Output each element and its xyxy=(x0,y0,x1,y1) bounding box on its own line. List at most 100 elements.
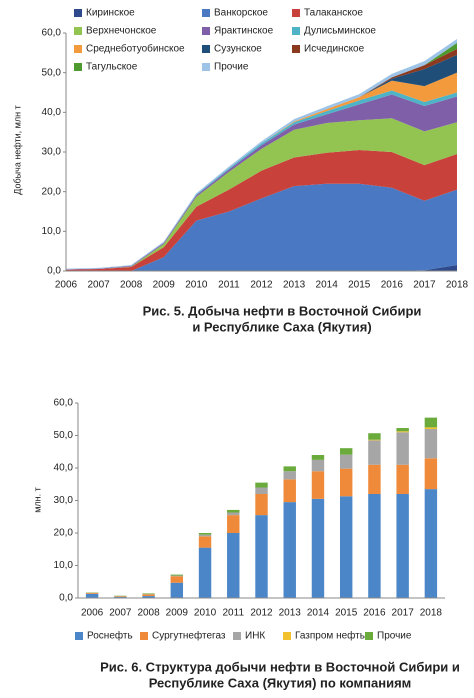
y-tick-label: 10,0 xyxy=(54,560,74,571)
bar-segment xyxy=(170,575,184,577)
x-tick-label: 2013 xyxy=(283,280,306,291)
x-tick-label: 2014 xyxy=(307,608,330,619)
bar-segment xyxy=(85,593,99,598)
x-tick-label: 2009 xyxy=(166,608,189,619)
bar-segment xyxy=(396,464,409,494)
bar-segment xyxy=(368,494,381,598)
bar-segment xyxy=(396,494,409,598)
x-tick-label: 2017 xyxy=(392,608,415,619)
bar-segment xyxy=(311,498,325,598)
x-tick-label: 2012 xyxy=(250,280,273,291)
legend-swatch xyxy=(292,9,300,17)
bar-segment xyxy=(198,536,212,548)
legend-swatch xyxy=(74,63,82,71)
legend-label: Прочие xyxy=(377,631,412,642)
bar-segment xyxy=(114,596,127,598)
legend-swatch xyxy=(292,27,300,35)
bar-segment xyxy=(85,592,99,594)
x-tick-label: 2006 xyxy=(81,608,104,619)
legend-label: Роснефть xyxy=(87,630,133,642)
legend-label: Талаканское xyxy=(304,8,363,19)
area xyxy=(66,118,457,270)
area xyxy=(66,48,457,270)
bar-segment xyxy=(396,431,409,433)
bar-segment xyxy=(227,533,240,598)
x-tick-label: 2008 xyxy=(137,608,160,619)
y-tick-label: 10,0 xyxy=(42,226,62,237)
y-tick-label: 0,0 xyxy=(47,266,61,277)
caption: Рис. 6. Структура добычи нефти в Восточн… xyxy=(100,659,460,674)
legend-label: Верхнечонское xyxy=(86,26,157,37)
bar-segment xyxy=(142,596,155,598)
bar-segment xyxy=(170,574,184,576)
legend-swatch xyxy=(140,632,148,640)
y-tick-label: 50,0 xyxy=(42,67,62,78)
y-tick-label: 20,0 xyxy=(42,186,62,197)
bar-segment xyxy=(424,458,438,490)
x-tick-label: 2007 xyxy=(87,280,110,291)
x-tick-label: 2016 xyxy=(363,608,386,619)
legend-label: Прочие xyxy=(214,62,249,73)
legend-label: Ванкорское xyxy=(214,8,268,19)
bar-segment xyxy=(424,417,438,428)
y-tick-label: 50,0 xyxy=(54,430,74,441)
bar-segment xyxy=(170,582,184,598)
bar-segment xyxy=(198,534,212,537)
legend-swatch xyxy=(74,45,82,53)
bar-segment xyxy=(283,502,296,598)
legend-swatch xyxy=(283,632,291,640)
bar-segment xyxy=(227,509,240,513)
area xyxy=(66,72,457,270)
x-tick-label: 2013 xyxy=(279,608,302,619)
bar-segment xyxy=(198,547,212,598)
caption: и Республике Саха (Якутия) xyxy=(192,319,371,334)
bar-segment xyxy=(368,440,381,465)
x-tick-label: 2008 xyxy=(120,280,143,291)
legend-swatch xyxy=(233,632,241,640)
x-tick-label: 2011 xyxy=(218,280,240,291)
y-axis-label: млн. т xyxy=(32,487,42,513)
x-tick-label: 2010 xyxy=(185,280,208,291)
y-tick-label: 60,0 xyxy=(42,28,62,39)
caption: Рис. 5. Добыча нефти в Восточной Сибири xyxy=(143,303,422,318)
x-tick-label: 2009 xyxy=(153,280,176,291)
legend-label: Тагульское xyxy=(86,62,138,73)
y-tick-label: 30,0 xyxy=(42,147,62,158)
x-tick-label: 2015 xyxy=(335,608,358,619)
y-tick-label: 20,0 xyxy=(54,528,74,539)
legend-label: Киринское xyxy=(86,8,135,19)
x-tick-label: 2011 xyxy=(223,608,245,619)
x-tick-label: 2018 xyxy=(446,280,469,291)
caption: Республике Саха (Якутия) по компаниям xyxy=(149,675,412,690)
bar-segment xyxy=(424,427,438,429)
legend-label: Дулисьминское xyxy=(304,26,376,37)
bar-segment xyxy=(311,471,325,499)
legend-swatch xyxy=(292,45,300,53)
bar-segment xyxy=(227,515,240,533)
x-tick-label: 2018 xyxy=(420,608,443,619)
bar-segment xyxy=(368,464,381,494)
area xyxy=(66,94,457,270)
legend-swatch xyxy=(365,632,373,640)
bar-segment xyxy=(339,448,353,455)
bar-segment xyxy=(255,482,268,488)
legend-swatch xyxy=(202,27,210,35)
bar-segment xyxy=(255,494,268,516)
legend-label: ИНК xyxy=(245,631,265,642)
area xyxy=(66,150,457,271)
bar-segment xyxy=(283,466,296,472)
legend-swatch xyxy=(75,632,83,640)
x-tick-label: 2014 xyxy=(316,280,339,291)
area xyxy=(66,265,457,271)
legend-label: Исчединское xyxy=(304,44,365,55)
legend-label: Газпром нефть xyxy=(295,630,365,642)
bar-segment xyxy=(339,454,353,469)
x-tick-label: 2016 xyxy=(381,280,404,291)
bar-segment xyxy=(339,496,353,598)
bar-segment xyxy=(170,576,184,583)
x-tick-label: 2006 xyxy=(55,280,78,291)
x-tick-label: 2012 xyxy=(250,608,273,619)
legend-label: Среднеботуобинское xyxy=(86,43,185,55)
y-tick-label: 0,0 xyxy=(59,593,73,604)
